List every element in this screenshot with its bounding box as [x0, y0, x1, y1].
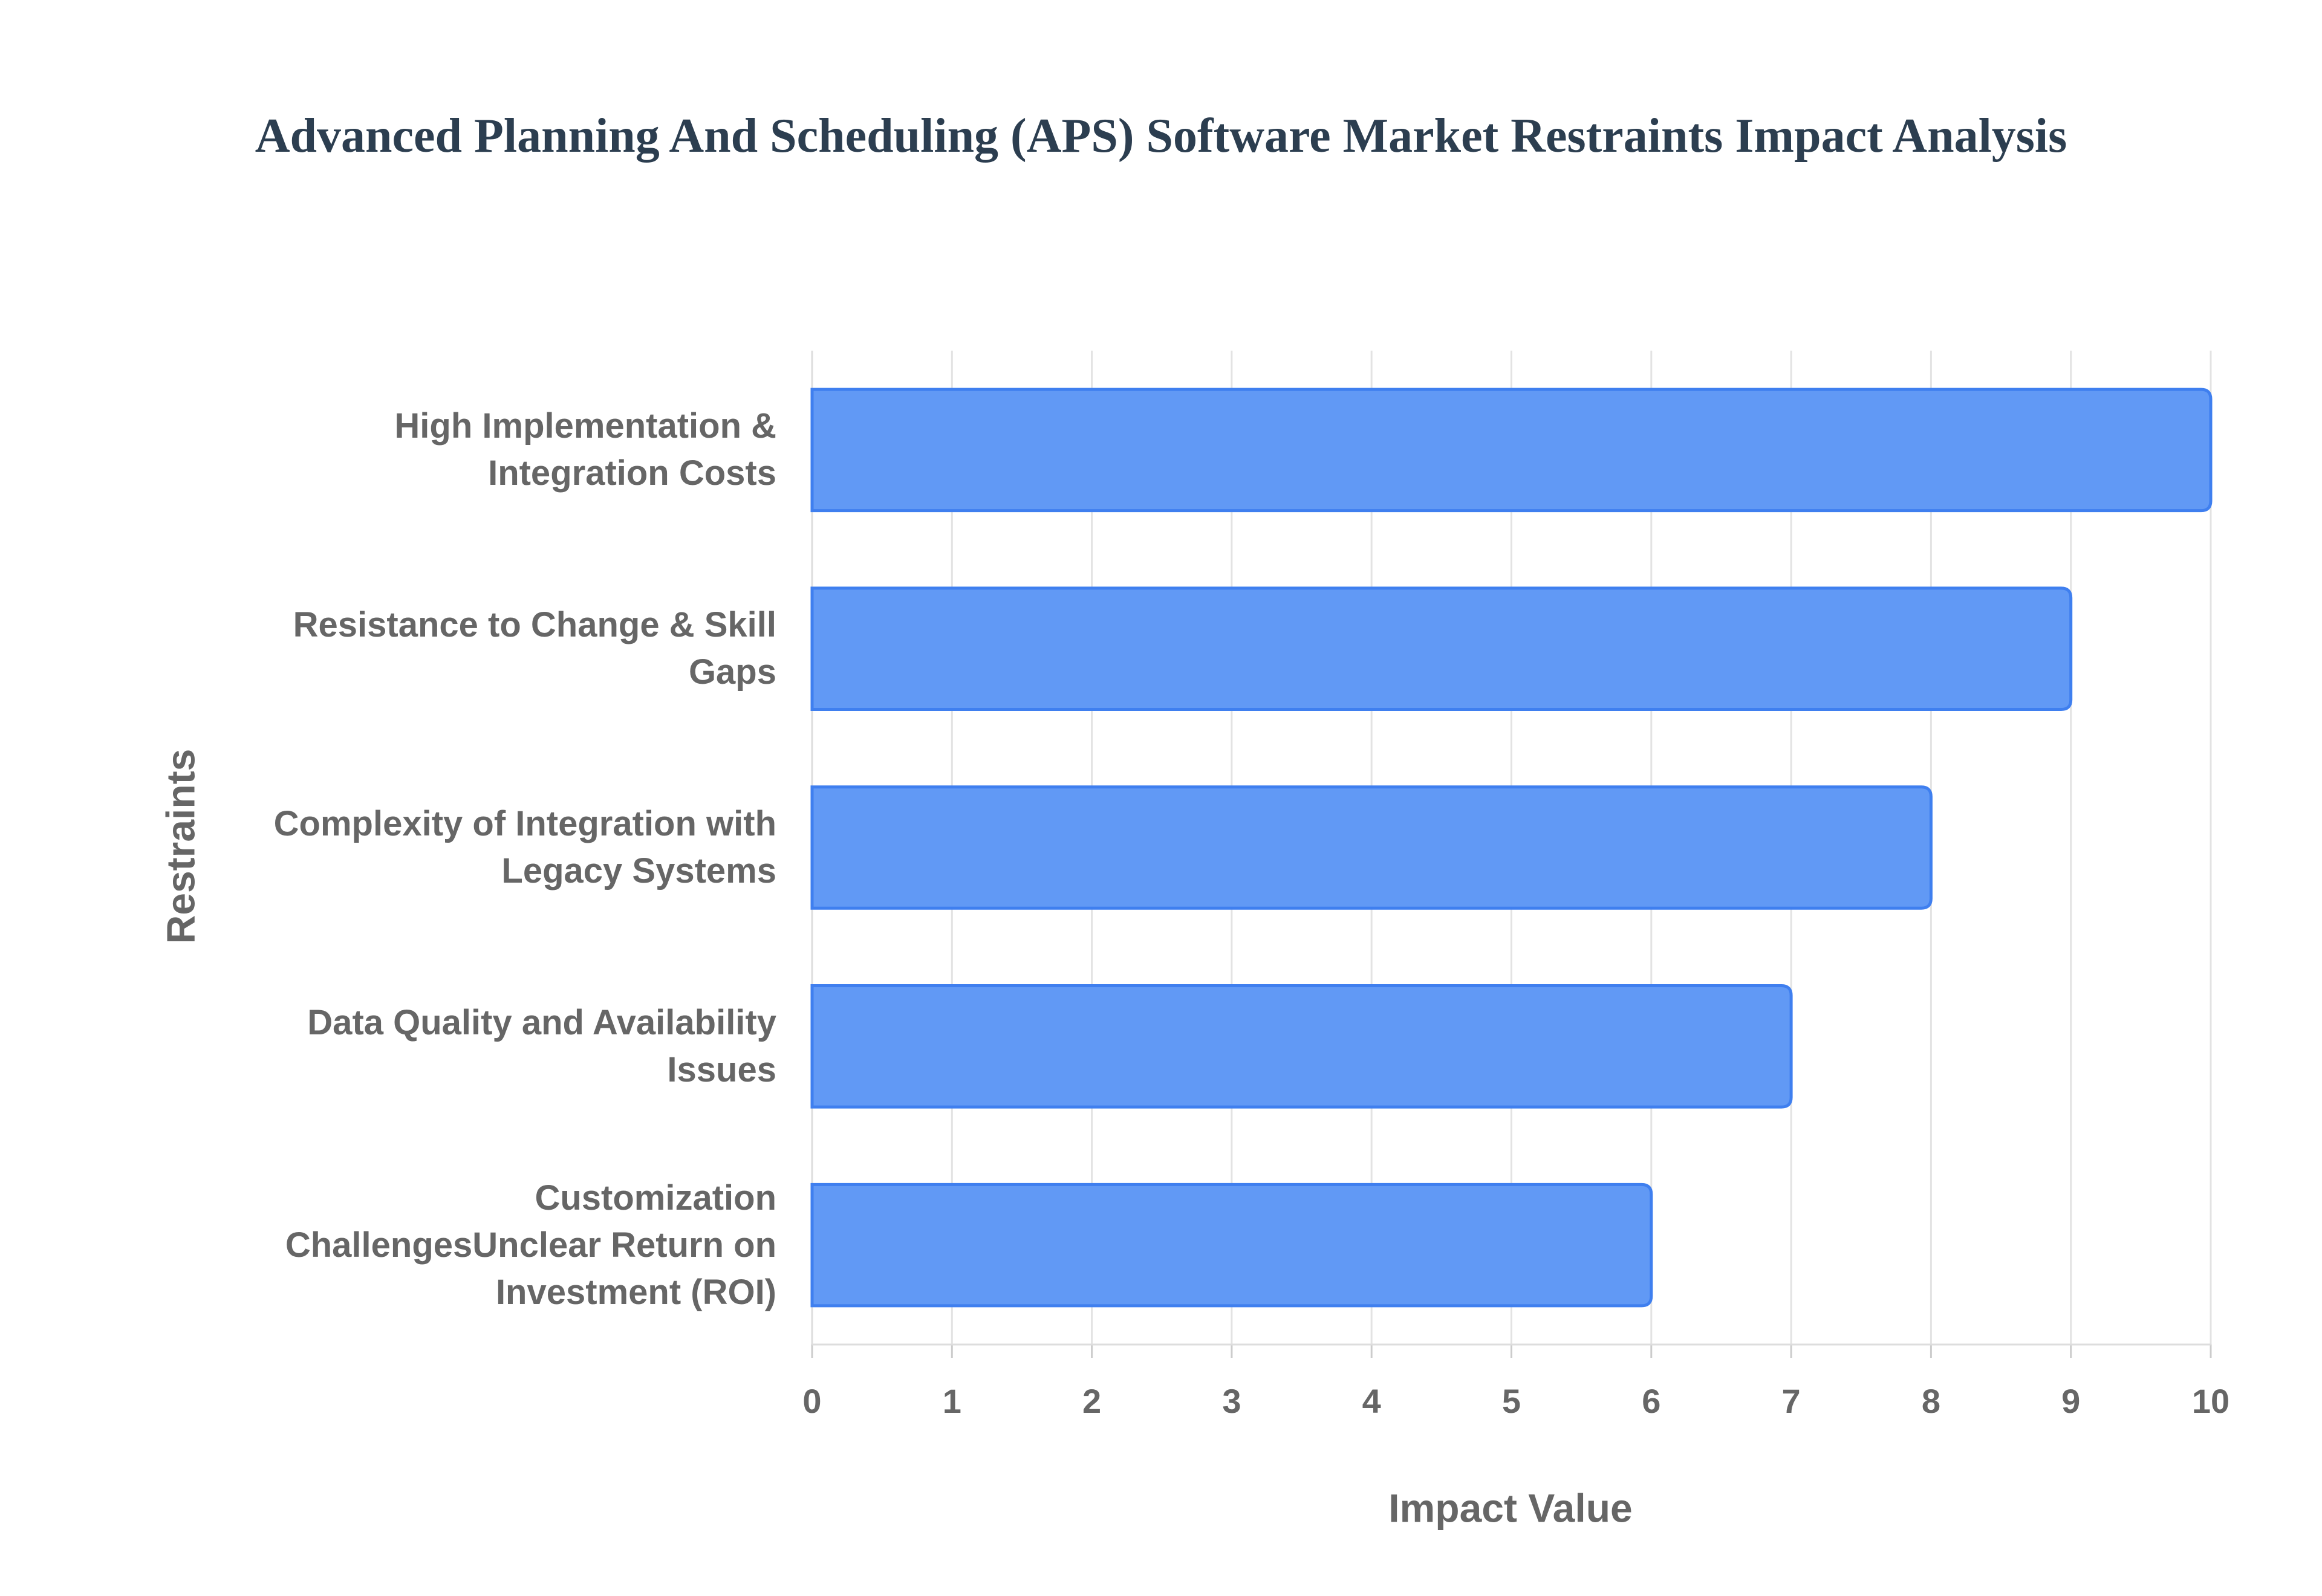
- bar: [810, 984, 1793, 1109]
- y-tick-label: Complexity of Integration with Legacy Sy…: [273, 804, 776, 890]
- y-tick-label: Customization ChallengesUnclear Return o…: [285, 1178, 776, 1312]
- x-axis-label: Impact Value: [1388, 1485, 1633, 1530]
- y-tick-label: Data Quality and Availability Issues: [307, 1002, 776, 1089]
- chart-title: Advanced Planning And Scheduling (APS) S…: [255, 109, 2067, 163]
- x-tick-label: 10: [2192, 1382, 2229, 1420]
- y-axis-label: Restraints: [158, 749, 203, 944]
- y-tick-label: High Implementation & Integration Costs: [394, 406, 776, 493]
- bar: [810, 785, 1933, 910]
- x-tick-label: 0: [802, 1382, 821, 1420]
- x-tick-label: 5: [1502, 1382, 1521, 1420]
- x-tick-label: 2: [1082, 1382, 1101, 1420]
- x-tick-label: 9: [2061, 1382, 2080, 1420]
- x-tick-label: 7: [1782, 1382, 1801, 1420]
- x-tick-label: 4: [1362, 1382, 1381, 1420]
- x-tick-label: 6: [1642, 1382, 1660, 1420]
- y-tick-label: Resistance to Change & Skill Gaps: [293, 605, 776, 692]
- x-tick-label: 8: [1922, 1382, 1940, 1420]
- bar: [810, 388, 2213, 513]
- bar: [810, 586, 2073, 711]
- x-tick-label: 3: [1222, 1382, 1241, 1420]
- x-tick-label: 1: [943, 1382, 961, 1420]
- bar: [810, 1182, 1653, 1308]
